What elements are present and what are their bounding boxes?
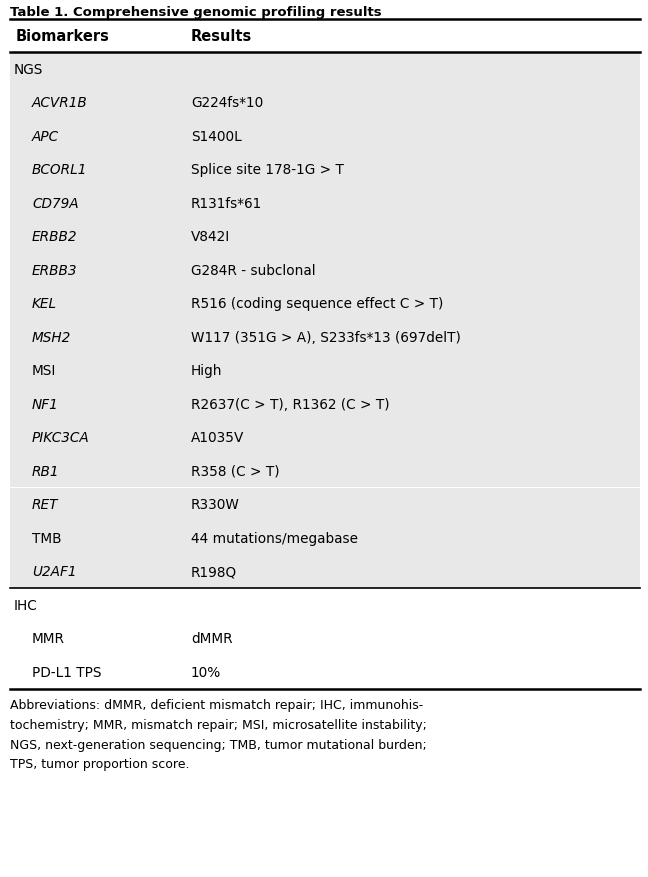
Text: MMR: MMR (32, 631, 65, 645)
Text: R2637(C > T), R1362 (C > T): R2637(C > T), R1362 (C > T) (191, 397, 389, 411)
Text: R131fs*61: R131fs*61 (191, 196, 262, 210)
Bar (10, 253, 640, 287)
Bar (10, 20, 640, 53)
Bar (10, 588, 640, 622)
Bar (10, 53, 640, 87)
Text: RB1: RB1 (32, 464, 60, 478)
Text: U2AF1: U2AF1 (32, 565, 76, 579)
Text: S1400L: S1400L (191, 130, 242, 144)
Text: NGS, next-generation sequencing; TMB, tumor mutational burden;: NGS, next-generation sequencing; TMB, tu… (10, 738, 427, 751)
Text: 44 mutations/megabase: 44 mutations/megabase (191, 531, 358, 545)
Text: A1035V: A1035V (191, 431, 244, 445)
Bar (10, 287, 640, 321)
Text: G224fs*10: G224fs*10 (191, 96, 263, 111)
Text: PIKC3CA: PIKC3CA (32, 431, 90, 445)
Text: NF1: NF1 (32, 397, 59, 411)
Text: ACVR1B: ACVR1B (32, 96, 87, 111)
Bar (10, 187, 640, 220)
Text: IHC: IHC (14, 598, 38, 612)
Text: BCORL1: BCORL1 (32, 163, 87, 177)
Text: CD79A: CD79A (32, 196, 78, 210)
Text: G284R - subclonal: G284R - subclonal (191, 263, 316, 277)
Bar (10, 622, 640, 655)
Text: tochemistry; MMR, mismatch repair; MSI, microsatellite instability;: tochemistry; MMR, mismatch repair; MSI, … (10, 718, 427, 731)
Text: RET: RET (32, 497, 58, 511)
Text: TPS, tumor proportion score.: TPS, tumor proportion score. (10, 757, 189, 770)
Text: APC: APC (32, 130, 59, 144)
Text: NGS: NGS (14, 62, 43, 76)
Text: MSH2: MSH2 (32, 331, 71, 345)
Text: Splice site 178-1G > T: Splice site 178-1G > T (191, 163, 344, 177)
Text: TMB: TMB (32, 531, 62, 545)
Text: R198Q: R198Q (191, 565, 237, 579)
Bar (10, 120, 640, 153)
Text: PD-L1 TPS: PD-L1 TPS (32, 665, 102, 679)
Text: R516 (coding sequence effect C > T): R516 (coding sequence effect C > T) (191, 297, 443, 310)
Text: High: High (191, 364, 222, 378)
Text: Results: Results (191, 29, 252, 44)
Text: dMMR: dMMR (191, 631, 233, 645)
Bar (10, 87, 640, 120)
Bar (10, 220, 640, 253)
Text: R358 (C > T): R358 (C > T) (191, 464, 280, 478)
Text: V842I: V842I (191, 230, 230, 244)
Text: 10%: 10% (191, 665, 221, 679)
Bar (10, 655, 640, 688)
Bar (10, 454, 640, 488)
Text: Biomarkers: Biomarkers (16, 29, 110, 44)
Text: W117 (351G > A), S233fs*13 (697delT): W117 (351G > A), S233fs*13 (697delT) (191, 331, 461, 345)
Bar (10, 354, 640, 388)
Text: Abbreviations: dMMR, deficient mismatch repair; IHC, immunohis-: Abbreviations: dMMR, deficient mismatch … (10, 699, 423, 712)
Bar (10, 488, 640, 522)
Bar (10, 153, 640, 187)
Text: ERBB3: ERBB3 (32, 263, 78, 277)
Text: KEL: KEL (32, 297, 57, 310)
Text: MSI: MSI (32, 364, 56, 378)
Text: R330W: R330W (191, 497, 240, 511)
Text: Table 1. Comprehensive genomic profiling results: Table 1. Comprehensive genomic profiling… (10, 6, 382, 19)
Bar (10, 555, 640, 588)
Bar (10, 321, 640, 354)
Bar (10, 388, 640, 421)
Bar (10, 421, 640, 454)
Text: ERBB2: ERBB2 (32, 230, 78, 244)
Bar (10, 522, 640, 555)
